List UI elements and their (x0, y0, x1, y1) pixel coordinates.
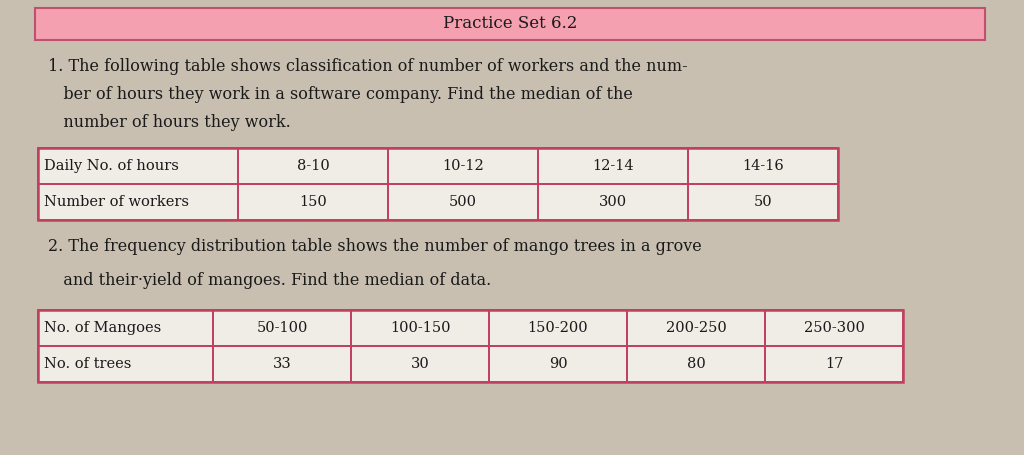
Text: 300: 300 (599, 195, 627, 209)
Text: Number of workers: Number of workers (44, 195, 189, 209)
Text: 1. The following table shows classification of number of workers and the num-: 1. The following table shows classificat… (48, 58, 688, 75)
Text: 200-250: 200-250 (666, 321, 726, 335)
Text: No. of trees: No. of trees (44, 357, 131, 371)
Text: 17: 17 (824, 357, 843, 371)
Text: 100-150: 100-150 (390, 321, 451, 335)
Bar (351, 310, 489, 346)
Text: and their·yield of mangoes. Find the median of data.: and their·yield of mangoes. Find the med… (48, 272, 492, 289)
Text: 33: 33 (272, 357, 292, 371)
Bar (688, 148, 838, 184)
Bar (38, 148, 238, 184)
Bar (213, 346, 351, 382)
Text: 12-14: 12-14 (592, 159, 634, 173)
Bar (351, 346, 489, 382)
Bar (38, 346, 213, 382)
Bar (38, 148, 838, 220)
Bar (688, 184, 838, 220)
Bar (489, 310, 627, 346)
Text: 30: 30 (411, 357, 429, 371)
Bar (388, 148, 538, 184)
Bar (388, 184, 538, 220)
Bar (38, 310, 213, 346)
Bar (35, 8, 985, 40)
Text: 10-12: 10-12 (442, 159, 484, 173)
Text: ber of hours they work in a software company. Find the median of the: ber of hours they work in a software com… (48, 86, 633, 103)
Bar (38, 184, 238, 220)
Bar (38, 148, 838, 220)
Text: number of hours they work.: number of hours they work. (48, 114, 291, 131)
Bar (238, 148, 388, 184)
Text: 150-200: 150-200 (527, 321, 589, 335)
Text: No. of Mangoes: No. of Mangoes (44, 321, 161, 335)
Text: 250-300: 250-300 (804, 321, 864, 335)
Bar (38, 310, 903, 382)
Bar (238, 184, 388, 220)
Bar (213, 310, 351, 346)
Text: 90: 90 (549, 357, 567, 371)
Text: 14-16: 14-16 (742, 159, 784, 173)
Text: 80: 80 (687, 357, 706, 371)
Bar (627, 346, 765, 382)
Bar (627, 310, 765, 346)
Bar (538, 148, 688, 184)
Text: Practice Set 6.2: Practice Set 6.2 (442, 15, 578, 32)
Bar (538, 184, 688, 220)
Text: 8-10: 8-10 (297, 159, 330, 173)
Bar (765, 310, 903, 346)
Text: 2. The frequency distribution table shows the number of mango trees in a grove: 2. The frequency distribution table show… (48, 238, 701, 255)
Text: 50-100: 50-100 (256, 321, 307, 335)
Text: 50: 50 (754, 195, 772, 209)
Bar (489, 346, 627, 382)
Text: 150: 150 (299, 195, 327, 209)
Bar (765, 346, 903, 382)
Text: 500: 500 (449, 195, 477, 209)
Text: Daily No. of hours: Daily No. of hours (44, 159, 179, 173)
Bar (38, 310, 903, 382)
